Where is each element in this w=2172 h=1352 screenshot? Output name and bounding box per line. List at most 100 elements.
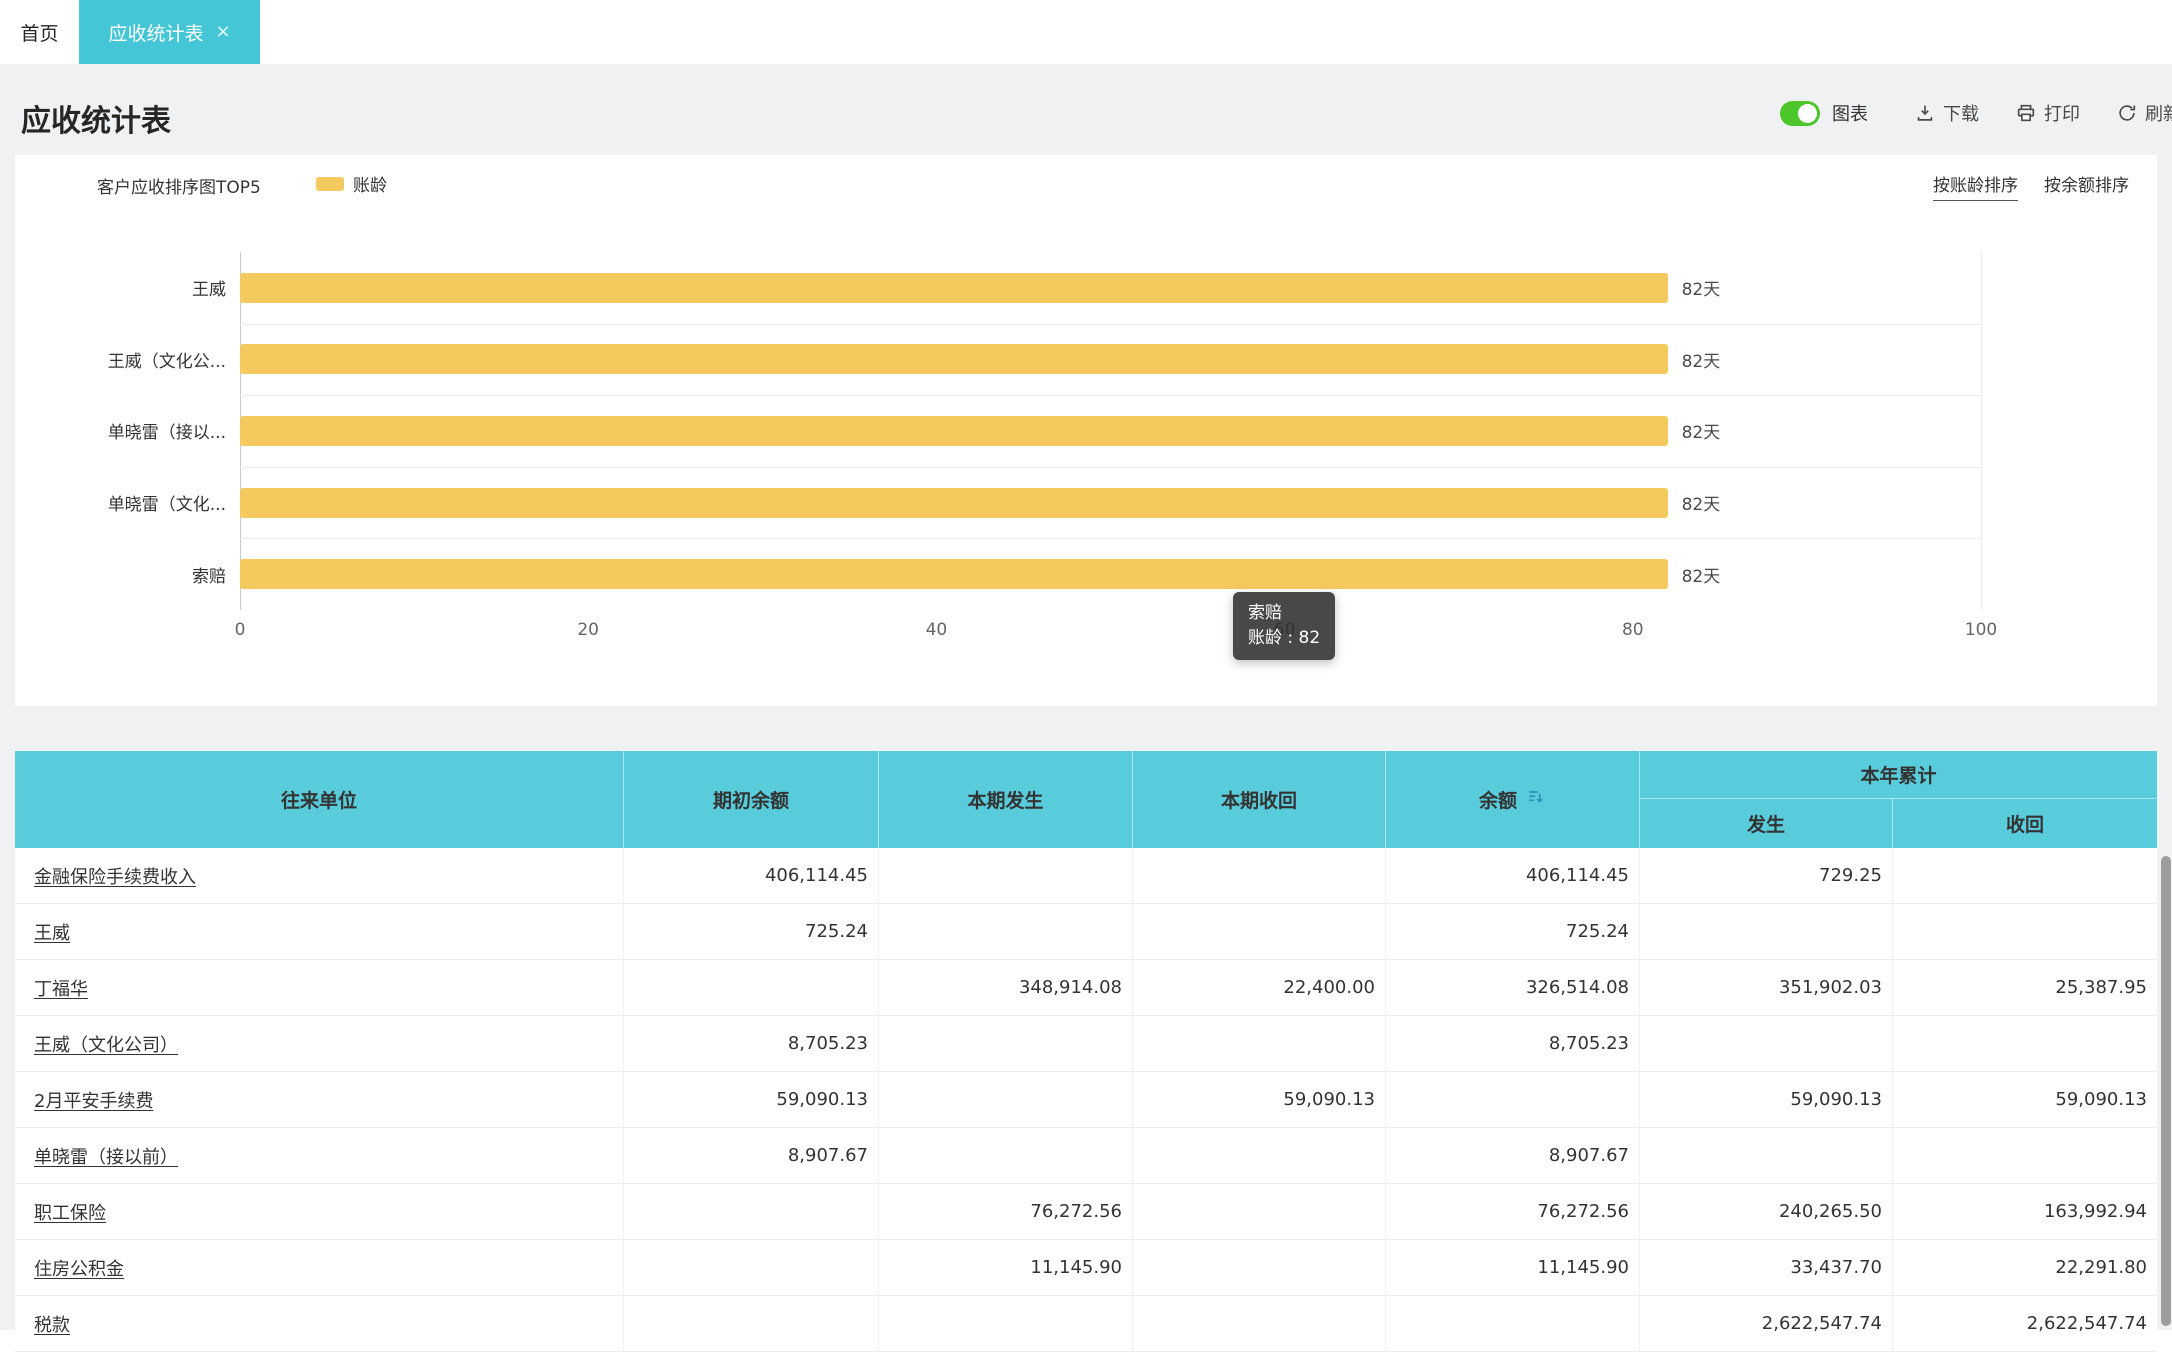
amount-cell: 59,090.13 (1639, 1072, 1892, 1127)
tooltip-title: 索赔 (1248, 603, 1282, 623)
amount-cell (623, 960, 878, 1015)
amount-cell (1385, 1072, 1639, 1127)
x-axis-tick: 80 (1621, 620, 1644, 640)
legend-item-aging[interactable]: 账龄 (316, 171, 387, 196)
column-header-ytd-incurred[interactable]: 发生 (1639, 799, 1892, 848)
amount-cell (878, 1016, 1132, 1071)
tab-home-label: 首页 (20, 22, 59, 45)
amount-cell: 729.25 (1639, 848, 1892, 903)
amount-cell (1132, 1184, 1385, 1239)
refresh-label: 刷新 (2145, 104, 2172, 125)
bar-4[interactable] (240, 559, 1668, 590)
grid-split-line (240, 395, 1981, 397)
category-label: 单晓雷（接以... (107, 423, 226, 444)
customer-cell: 王威 (15, 904, 623, 959)
customer-link[interactable]: 税款 (34, 1314, 70, 1336)
amount-cell (878, 904, 1132, 959)
bar-3[interactable] (240, 487, 1668, 518)
page-title: 应收统计表 (21, 104, 171, 139)
column-header-opening-balance[interactable]: 期初余额 (623, 751, 878, 848)
customer-link[interactable]: 住房公积金 (34, 1258, 124, 1280)
column-header-period-incurred[interactable]: 本期发生 (878, 751, 1132, 848)
amount-cell (1132, 1296, 1385, 1351)
amount-cell: 22,400.00 (1132, 960, 1385, 1015)
tooltip-value: 账龄 : 82 (1248, 628, 1321, 648)
table-body: 金融保险手续费收入 406,114.45 406,114.45 729.25 王威 725… (15, 848, 2157, 1352)
legend-label: 账龄 (353, 176, 387, 196)
column-header-ytd-collected[interactable]: 收回 (1892, 799, 2157, 848)
table-row: 税款 2,622,547.74 2,622,547.74 (15, 1296, 2157, 1352)
bar-value-label: 82天 (1681, 423, 1721, 444)
tab-home[interactable]: 首页 (0, 0, 79, 64)
amount-cell (1892, 1128, 2157, 1183)
amount-cell (878, 1128, 1132, 1183)
scrollbar-thumb[interactable] (2161, 856, 2171, 1326)
customer-link[interactable]: 2月平安手续费 (34, 1090, 154, 1112)
table-row: 王威（文化公司） 8,705.23 8,705.23 (15, 1016, 2157, 1072)
sort-icon[interactable] (1526, 787, 1546, 812)
bar-2[interactable] (240, 416, 1668, 446)
print-button[interactable]: 打印 (2015, 100, 2080, 126)
column-header-customer[interactable]: 往来单位 (280, 790, 357, 812)
column-header-period-collected[interactable]: 本期收回 (1132, 751, 1385, 848)
amount-cell: 348,914.08 (878, 960, 1132, 1015)
amount-cell (878, 1072, 1132, 1127)
customer-link[interactable]: 王威 (34, 922, 70, 944)
bar-value-label: 82天 (1681, 351, 1721, 372)
amount-cell: 59,090.13 (1132, 1072, 1385, 1127)
amount-cell: 8,705.23 (1385, 1016, 1639, 1071)
sort-controls: 按账龄排序 按余额排序 (1933, 171, 2129, 201)
amount-cell: 406,114.45 (623, 848, 878, 903)
amount-cell (878, 1296, 1132, 1351)
refresh-button[interactable]: 刷新 (2116, 100, 2172, 126)
amount-cell (1639, 1128, 1892, 1183)
amount-cell: 725.24 (1385, 904, 1639, 959)
amount-cell (1132, 1016, 1385, 1071)
amount-cell (1892, 848, 2157, 903)
customer-link[interactable]: 单晓雷（接以前） (34, 1146, 178, 1168)
bar-value-label: 82天 (1681, 566, 1721, 587)
legend-swatch (316, 176, 344, 191)
download-icon (1914, 102, 1936, 124)
category-label: 王威（文化公... (107, 351, 226, 372)
table-header: 往来单位 期初余额 本期发生 本期收回 余额 本年累计 发生 收回 (15, 751, 2157, 848)
amount-cell: 2,622,547.74 (1639, 1296, 1892, 1351)
close-icon[interactable]: × (215, 21, 231, 42)
download-button[interactable]: 下载 (1914, 100, 1979, 126)
print-icon (2015, 102, 2037, 124)
amount-cell: 406,114.45 (1385, 848, 1639, 903)
bar-plot: 王威 82天 王威（文化公... 82天 单晓雷（接以... 82天 单晓雷（文化... 82… (108, 252, 1997, 640)
amount-cell: 8,705.23 (623, 1016, 878, 1071)
table-row: 住房公积金 11,145.90 11,145.90 33,437.70 22,291.8… (15, 1240, 2157, 1296)
customer-cell: 职工保险 (15, 1184, 623, 1239)
amount-cell (1132, 848, 1385, 903)
amount-cell: 725.24 (623, 904, 878, 959)
customer-link[interactable]: 金融保险手续费收入 (34, 866, 196, 888)
customer-link[interactable]: 王威（文化公司） (34, 1034, 178, 1056)
customer-link[interactable]: 职工保险 (34, 1202, 106, 1224)
table-row: 2月平安手续费 59,090.13 59,090.13 59,090.13 59,090… (15, 1072, 2157, 1128)
amount-cell (1385, 1296, 1639, 1351)
column-header-ytd-group: 本年累计 (1639, 751, 2157, 799)
amount-cell (1132, 1128, 1385, 1183)
amount-cell (1892, 1016, 2157, 1071)
customer-link[interactable]: 丁福华 (34, 978, 88, 1000)
sort-by-balance-button[interactable]: 按余额排序 (2044, 176, 2129, 196)
column-header-balance[interactable]: 余额 (1385, 751, 1639, 848)
grid-split-line (240, 323, 1981, 325)
table-row: 职工保险 76,272.56 76,272.56 240,265.50 163,992.… (15, 1184, 2157, 1240)
chart-toggle[interactable] (1780, 100, 1820, 126)
vertical-scrollbar[interactable] (2161, 856, 2171, 1326)
chart-panel: 客户应收排序图TOP5 账龄 按账龄排序 按余额排序 王威 82天 王威（文化公..… (15, 155, 2157, 706)
bar-1[interactable] (240, 344, 1668, 375)
customer-cell: 王威（文化公司） (15, 1016, 623, 1071)
amount-cell (1892, 904, 2157, 959)
tab-bar: 首页 应收统计表 × (0, 0, 2172, 64)
sort-by-age-button[interactable]: 按账龄排序 (1933, 171, 2018, 201)
category-label: 单晓雷（文化... (107, 495, 226, 516)
chart-title: 客户应收排序图TOP5 (97, 178, 261, 198)
bar-0[interactable] (240, 272, 1668, 303)
tab-receivable-stats[interactable]: 应收统计表 × (79, 0, 260, 64)
chart-tooltip: 索赔 账龄 : 82 (1233, 592, 1336, 660)
x-axis-tick: 40 (925, 620, 948, 640)
